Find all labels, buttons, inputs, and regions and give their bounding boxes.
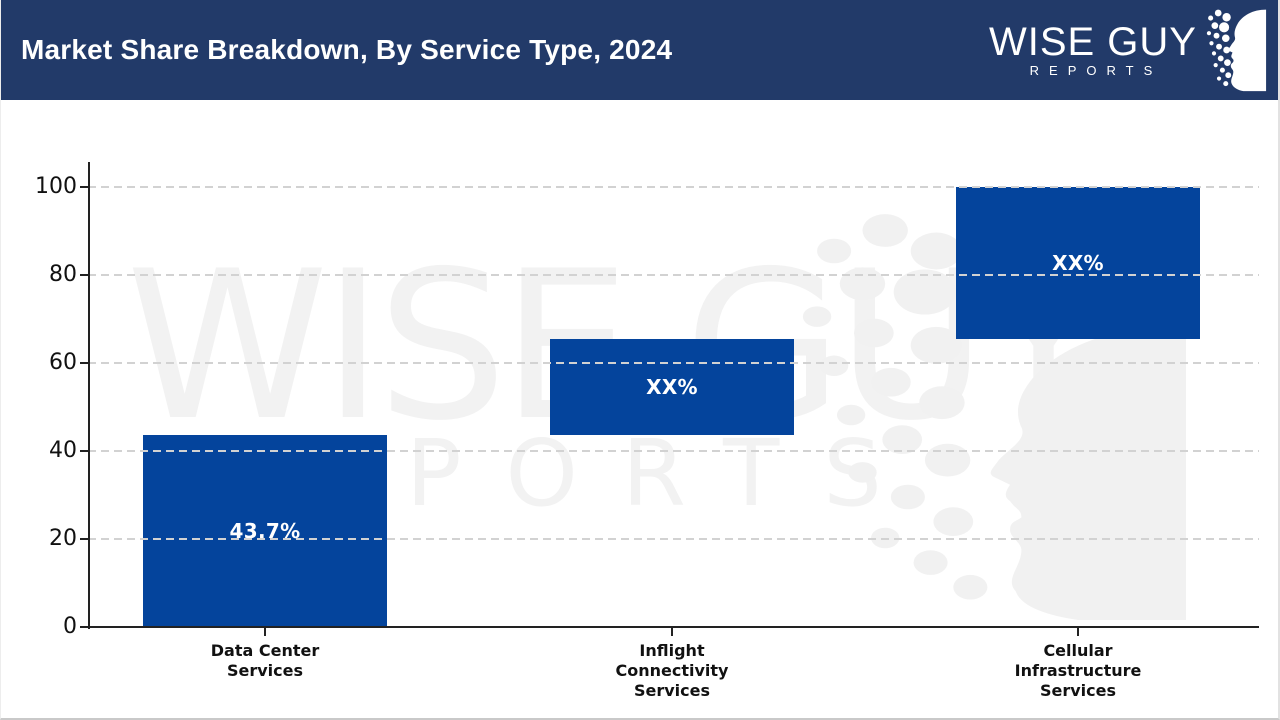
- gridline: [88, 274, 1259, 276]
- y-tick-label: 0: [63, 614, 77, 639]
- category-label: Data Center Services: [143, 641, 387, 681]
- y-tick-label: 100: [35, 174, 77, 199]
- y-tick-label: 40: [49, 438, 77, 463]
- watermark-face-icon: [802, 214, 1186, 620]
- category-label-line: Services: [1039, 681, 1117, 700]
- bar-segment: 43.7%: [143, 434, 387, 627]
- bar-segment: XX%: [550, 338, 794, 435]
- x-tick-mark: [1077, 628, 1079, 636]
- x-tick-mark: [671, 628, 673, 636]
- y-tick-mark: [80, 186, 88, 188]
- logo-face-icon: [1206, 9, 1267, 92]
- bar-value-label: XX%: [1052, 250, 1104, 275]
- category-label-line: Inflight: [639, 641, 705, 660]
- y-tick-mark: [80, 450, 88, 452]
- gridline: [88, 362, 1259, 364]
- y-tick-mark: [80, 274, 88, 276]
- wise-guy-logo: WISE GUY REPORTS: [989, 7, 1271, 93]
- category-label-line: Data Center: [210, 641, 320, 660]
- logo-subtext: REPORTS: [1029, 63, 1163, 78]
- y-axis-line: [88, 162, 90, 629]
- bar-segment: XX%: [956, 187, 1200, 339]
- x-tick-mark: [264, 628, 266, 636]
- category-label-line: Connectivity: [615, 661, 729, 680]
- page-title: Market Share Breakdown, By Service Type,…: [21, 34, 673, 65]
- x-axis-line: [88, 626, 1259, 628]
- category-label-line: Services: [633, 681, 711, 700]
- category-label-line: Infrastructure: [1014, 661, 1142, 680]
- y-tick-mark: [80, 626, 88, 628]
- logo-text: WISE GUY REPORTS: [989, 21, 1197, 79]
- category-label-line: Cellular: [1043, 641, 1113, 660]
- category-label-line: Services: [226, 661, 304, 680]
- y-tick-label: 80: [49, 262, 77, 287]
- header-bar: Market Share Breakdown, By Service Type,…: [1, 0, 1278, 100]
- y-tick-mark: [80, 538, 88, 540]
- category-label: Cellular Infrastructure Services: [956, 641, 1200, 701]
- gridline: [88, 186, 1259, 188]
- bar-value-label: XX%: [646, 374, 698, 399]
- y-tick-label: 60: [49, 350, 77, 375]
- logo-wordmark: WISE GUY: [988, 20, 1197, 64]
- gridline: [88, 538, 1259, 540]
- y-tick-label: 20: [49, 526, 77, 551]
- y-tick-mark: [80, 362, 88, 364]
- category-label: Inflight Connectivity Services: [550, 641, 794, 701]
- gridline: [88, 450, 1259, 452]
